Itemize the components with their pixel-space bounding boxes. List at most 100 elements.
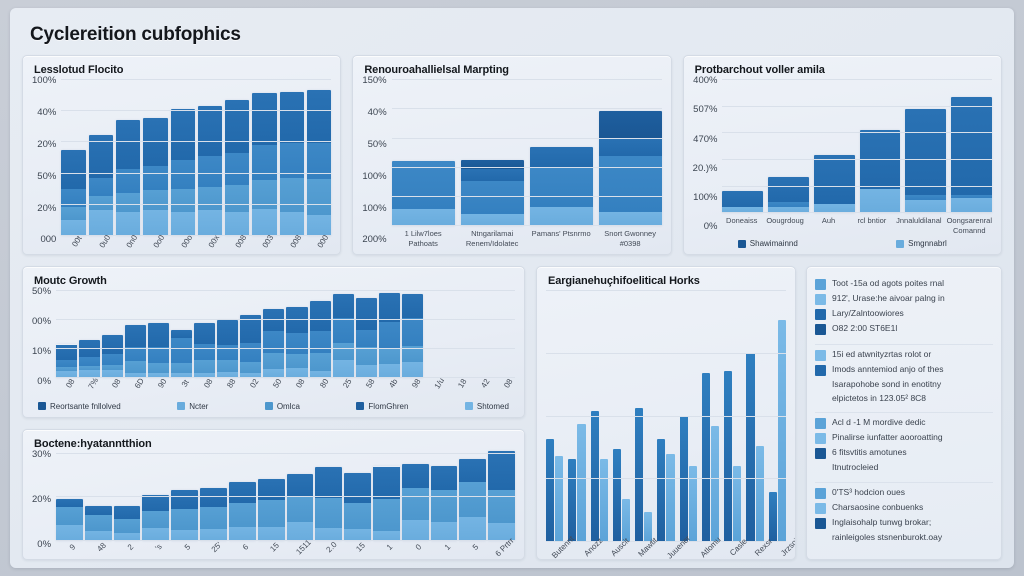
bar[interactable] xyxy=(555,456,564,542)
bar[interactable] xyxy=(905,109,947,214)
bar-group[interactable] xyxy=(679,290,697,542)
bar[interactable] xyxy=(309,301,331,378)
card-chart-6[interactable]: Eargianehuçhifoelitical Horks Butennt Ano… xyxy=(536,266,796,560)
info-row[interactable]: Toot -15a od agots poites rnal xyxy=(815,278,993,290)
bar[interactable] xyxy=(746,353,755,542)
bar[interactable] xyxy=(170,109,195,236)
legend-item[interactable]: Shtomed xyxy=(464,402,509,411)
bar[interactable] xyxy=(644,511,653,542)
bar[interactable] xyxy=(257,479,285,541)
bar[interactable] xyxy=(113,505,141,541)
bar[interactable] xyxy=(228,481,256,541)
bar[interactable] xyxy=(391,161,455,227)
bar[interactable] xyxy=(951,96,992,214)
bar[interactable] xyxy=(197,106,223,236)
bar[interactable] xyxy=(657,438,666,542)
bar-group[interactable] xyxy=(612,290,631,542)
bar[interactable] xyxy=(599,458,608,542)
bar[interactable] xyxy=(777,320,786,542)
info-legend-panel[interactable]: Toot -15a od agots poites rnal 912', Uras… xyxy=(806,266,1002,560)
bar-group[interactable] xyxy=(768,290,786,542)
bar[interactable] xyxy=(355,297,377,378)
bar[interactable] xyxy=(200,488,227,541)
bar[interactable] xyxy=(598,111,662,227)
bar[interactable] xyxy=(722,190,764,214)
info-row[interactable]: 15i ed atwnityzrtas rolot or xyxy=(815,349,993,361)
legend-item[interactable]: Reortsante fnllolved xyxy=(38,402,121,411)
bar[interactable] xyxy=(217,319,239,378)
bar[interactable] xyxy=(529,146,593,227)
bar[interactable] xyxy=(286,306,308,378)
bar[interactable] xyxy=(61,150,86,236)
bar[interactable] xyxy=(488,451,516,541)
info-row[interactable]: 912', Urase:he aivoar palng in xyxy=(815,293,993,305)
legend-item[interactable]: Omlca xyxy=(264,402,300,411)
bar[interactable] xyxy=(813,155,855,214)
bar[interactable] xyxy=(621,499,631,542)
bar[interactable] xyxy=(171,489,199,541)
bar[interactable] xyxy=(171,329,193,378)
bar-group[interactable] xyxy=(746,290,764,542)
bar-group[interactable] xyxy=(701,290,720,542)
bar[interactable] xyxy=(252,93,277,236)
bar[interactable] xyxy=(286,473,314,541)
bar[interactable] xyxy=(568,458,577,542)
card-chart-4[interactable]: Moutc Growth 50% 00% 10% 0% xyxy=(22,266,525,418)
info-row[interactable]: 6 fitsvtitis amotunes xyxy=(815,447,993,460)
bar[interactable] xyxy=(344,472,371,541)
info-row[interactable]: Pinalirse iunfatter aooroatting xyxy=(815,432,993,445)
bar[interactable] xyxy=(590,410,599,542)
legend-item[interactable]: Ncter xyxy=(177,402,208,411)
bar[interactable] xyxy=(102,334,124,378)
legend-item[interactable]: FlomGhren xyxy=(356,402,408,411)
bar[interactable] xyxy=(401,293,423,378)
bar[interactable] xyxy=(711,426,720,542)
bar[interactable] xyxy=(56,499,83,541)
bar-group[interactable] xyxy=(635,290,653,542)
bar[interactable] xyxy=(142,494,170,541)
card-chart-5[interactable]: Boctene:hyatanntthion 30% 20% 0% 9 48 2 xyxy=(22,428,525,560)
bar[interactable] xyxy=(430,465,458,541)
bar[interactable] xyxy=(724,370,733,542)
bar[interactable] xyxy=(577,423,586,542)
bar[interactable] xyxy=(378,292,400,378)
bar[interactable] xyxy=(733,466,742,542)
bar[interactable] xyxy=(225,100,250,236)
bar-group[interactable] xyxy=(568,290,586,542)
bar[interactable] xyxy=(635,408,644,542)
info-row[interactable]: Charsaosine conbuenks xyxy=(815,502,993,514)
legend-item[interactable]: Shawimainnd xyxy=(737,239,798,248)
bar[interactable] xyxy=(666,453,675,542)
bar[interactable] xyxy=(148,323,170,378)
bar[interactable] xyxy=(768,177,809,214)
bar[interactable] xyxy=(143,117,168,236)
bar-group[interactable] xyxy=(546,290,564,542)
bar-group[interactable] xyxy=(724,290,742,542)
bar[interactable] xyxy=(279,91,304,236)
card-chart-3[interactable]: Protbarchout voller amila 400% 507% 470%… xyxy=(682,55,1002,255)
card-chart-2[interactable]: Renouroahallielsal Marpting 150% 40% 50%… xyxy=(352,55,672,255)
bar[interactable] xyxy=(401,464,429,541)
bar-group[interactable] xyxy=(657,290,675,542)
bar[interactable] xyxy=(688,466,697,542)
bar[interactable] xyxy=(859,130,901,214)
bar[interactable] xyxy=(88,134,113,236)
bar[interactable] xyxy=(306,90,332,236)
bar[interactable] xyxy=(315,467,343,541)
info-row[interactable]: Acl d -1 M mordive dedic xyxy=(815,417,993,430)
card-chart-1[interactable]: Lesslotud Flocito 100% 40% 20% 50% 20% 0… xyxy=(22,55,342,255)
bar[interactable] xyxy=(612,448,621,542)
bar[interactable] xyxy=(194,322,216,378)
info-row[interactable]: Lary/Zalntoowiores xyxy=(815,308,993,320)
bar[interactable] xyxy=(546,438,555,542)
bar[interactable] xyxy=(755,446,764,542)
bar[interactable] xyxy=(459,459,487,541)
legend-item[interactable]: Smgnnabrl xyxy=(896,239,947,248)
bar[interactable] xyxy=(701,373,710,542)
bar[interactable] xyxy=(372,466,400,541)
bar[interactable] xyxy=(125,325,147,378)
info-row[interactable]: 0'TS³ hodcion oues xyxy=(815,487,993,499)
bar[interactable] xyxy=(679,416,688,542)
info-row[interactable]: Inglaisohalp tunwg brokar; xyxy=(815,517,993,529)
bar[interactable] xyxy=(460,160,524,227)
